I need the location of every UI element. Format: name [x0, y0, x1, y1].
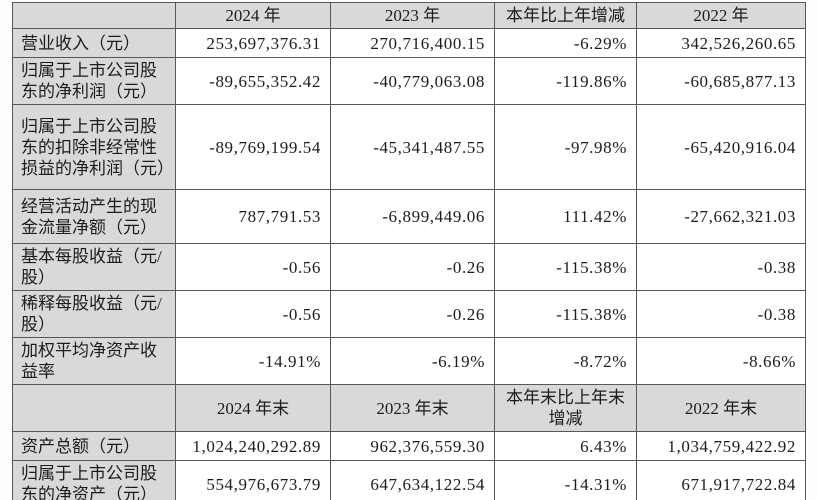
cell-value-2024: 554,976,673.79	[175, 460, 331, 500]
cell-value-2024: 787,791.53	[175, 189, 331, 244]
cell-change: -115.38%	[494, 290, 637, 338]
table-row-total-assets: 资产总额（元） 1,024,240,292.89 962,376,559.30 …	[12, 431, 806, 461]
annual-header-change: 本年比上年增减	[494, 2, 637, 29]
cell-change: -14.31%	[494, 460, 637, 500]
eoy-header-empty	[12, 384, 176, 432]
cell-value-2024: -0.56	[175, 243, 331, 291]
cell-value-2024: 253,697,376.31	[175, 28, 331, 58]
eoy-header-2023: 2023 年末	[330, 384, 495, 432]
row-label: 加权平均净资产收益率	[12, 337, 176, 385]
annual-header-2023: 2023 年	[330, 2, 495, 29]
row-label: 归属于上市公司股东的净利润（元）	[12, 57, 176, 105]
cell-value-2024: -89,769,199.54	[175, 104, 331, 190]
row-label: 资产总额（元）	[12, 431, 176, 461]
cell-value-2023: 270,716,400.15	[330, 28, 495, 58]
table-row-operating-cash-flow: 经营活动产生的现金流量净额（元） 787,791.53 -6,899,449.0…	[12, 189, 806, 244]
cell-value-2023: -40,779,063.08	[330, 57, 495, 105]
annual-header-2024: 2024 年	[175, 2, 331, 29]
row-label: 基本每股收益（元/股）	[12, 243, 176, 291]
table-row-weighted-avg-roe: 加权平均净资产收益率 -14.91% -6.19% -8.72% -8.66%	[12, 337, 806, 385]
cell-value-2024: -0.56	[175, 290, 331, 338]
table-row-diluted-eps: 稀释每股收益（元/股） -0.56 -0.26 -115.38% -0.38	[12, 290, 806, 338]
annual-header-2022: 2022 年	[636, 2, 806, 29]
cell-change: -115.38%	[494, 243, 637, 291]
table-row-deducted-net-profit: 归属于上市公司股东的扣除非经常性损益的净利润（元） -89,769,199.54…	[12, 104, 806, 190]
cell-value-2022: -60,685,877.13	[636, 57, 806, 105]
cell-change: -6.29%	[494, 28, 637, 58]
table-row-basic-eps: 基本每股收益（元/股） -0.56 -0.26 -115.38% -0.38	[12, 243, 806, 291]
cell-value-2023: -0.26	[330, 290, 495, 338]
cell-change: 111.42%	[494, 189, 637, 244]
cell-value-2023: 647,634,122.54	[330, 460, 495, 500]
cell-value-2024: -89,655,352.42	[175, 57, 331, 105]
cell-value-2022: -8.66%	[636, 337, 806, 385]
cell-value-2024: -14.91%	[175, 337, 331, 385]
cell-value-2024: 1,024,240,292.89	[175, 431, 331, 461]
eoy-header-2024: 2024 年末	[175, 384, 331, 432]
row-label: 归属于上市公司股东的扣除非经常性损益的净利润（元）	[12, 104, 176, 190]
cell-value-2022: -65,420,916.04	[636, 104, 806, 190]
cell-value-2023: -6.19%	[330, 337, 495, 385]
cell-value-2022: 671,917,722.84	[636, 460, 806, 500]
cell-value-2022: 1,034,759,422.92	[636, 431, 806, 461]
row-label: 归属于上市公司股东的净资产（元）	[12, 460, 176, 500]
row-label: 经营活动产生的现金流量净额（元）	[12, 189, 176, 244]
table-row-revenue: 营业收入（元） 253,697,376.31 270,716,400.15 -6…	[12, 28, 806, 58]
table-row-net-profit: 归属于上市公司股东的净利润（元） -89,655,352.42 -40,779,…	[12, 57, 806, 105]
row-label: 稀释每股收益（元/股）	[12, 290, 176, 338]
annual-header-empty	[12, 2, 176, 29]
table-row-net-assets: 归属于上市公司股东的净资产（元） 554,976,673.79 647,634,…	[12, 460, 806, 500]
cell-value-2022: -27,662,321.03	[636, 189, 806, 244]
cell-value-2022: -0.38	[636, 243, 806, 291]
eoy-header-change: 本年末比上年末增减	[494, 384, 637, 432]
eoy-header-2022: 2022 年末	[636, 384, 806, 432]
eoy-header-row: 2024 年末 2023 年末 本年末比上年末增减 2022 年末	[12, 384, 806, 432]
row-label: 营业收入（元）	[12, 28, 176, 58]
cell-value-2022: -0.38	[636, 290, 806, 338]
cell-value-2023: 962,376,559.30	[330, 431, 495, 461]
cell-value-2023: -0.26	[330, 243, 495, 291]
cell-change: 6.43%	[494, 431, 637, 461]
cell-change: -8.72%	[494, 337, 637, 385]
cell-value-2022: 342,526,260.65	[636, 28, 806, 58]
cell-value-2023: -6,899,449.06	[330, 189, 495, 244]
annual-header-row: 2024 年 2023 年 本年比上年增减 2022 年	[12, 2, 806, 29]
cell-change: -97.98%	[494, 104, 637, 190]
cell-value-2023: -45,341,487.55	[330, 104, 495, 190]
financial-summary-table: 2024 年 2023 年 本年比上年增减 2022 年 营业收入（元） 253…	[12, 2, 806, 500]
cell-change: -119.86%	[494, 57, 637, 105]
